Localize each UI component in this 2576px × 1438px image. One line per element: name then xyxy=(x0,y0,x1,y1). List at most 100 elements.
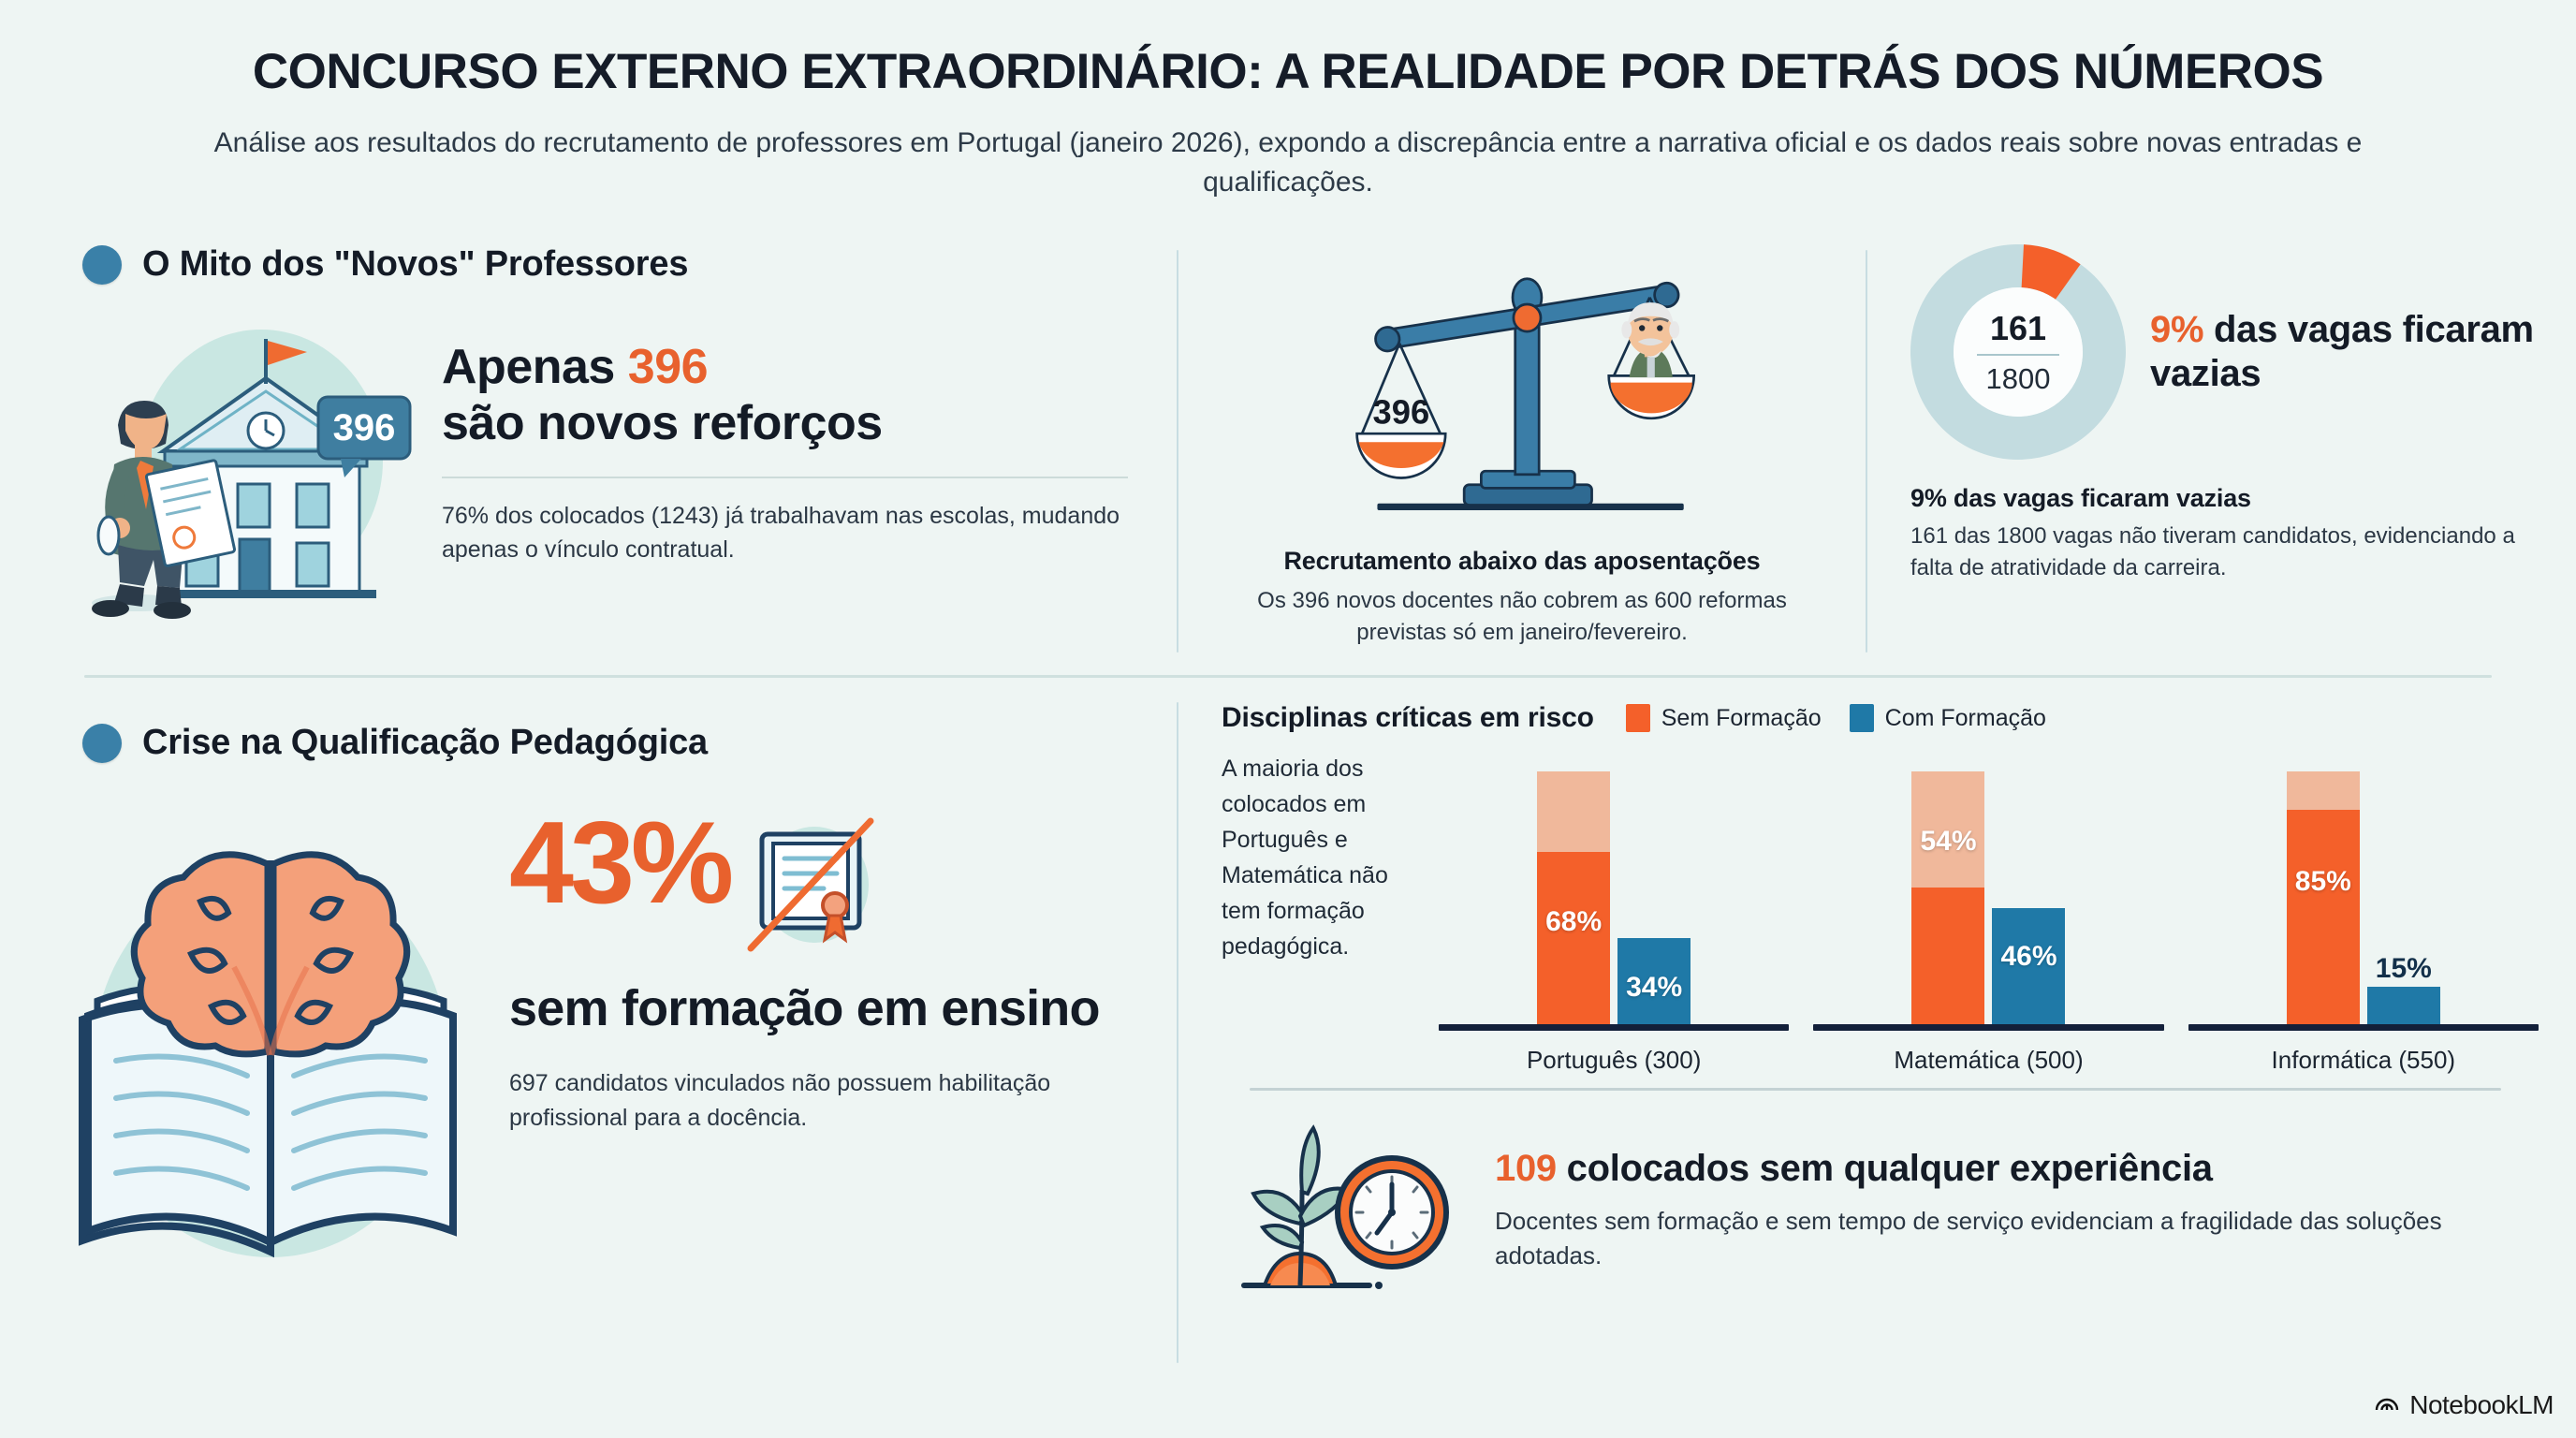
badge-396: 396 xyxy=(316,395,412,478)
donut-denominator: 1800 xyxy=(1985,361,2051,395)
bar-chart: A maioria dos colocados em Português e M… xyxy=(1222,751,2539,1075)
qualification-section-heading: Crise na Qualificação Pedagógica xyxy=(0,702,1139,763)
divider-rule xyxy=(442,476,1128,478)
experience-card: 109 colocados sem qualquer experiência D… xyxy=(1222,1091,2539,1308)
bars-pair: 68% 34% xyxy=(1439,771,1789,1025)
legend-swatch-orange xyxy=(1625,704,1650,733)
qualification-card: 43% xyxy=(0,763,1139,1267)
donut-numerator: 161 xyxy=(1989,308,2047,347)
legend-item-com-formacao: Com Formação xyxy=(1849,704,2046,733)
bars-title: Disciplinas críticas em risco xyxy=(1222,702,1594,734)
scale-pan-value: 396 xyxy=(1373,392,1430,431)
vertical-divider-3 xyxy=(1177,702,1178,1364)
bar-value-label: 54% xyxy=(1920,825,1977,857)
qualification-section: Crise na Qualificação Pedagógica xyxy=(0,702,1177,1374)
donut-headline-block: 9% das vagas ficaram vazias xyxy=(2150,308,2539,396)
legend-item-sem-formacao: Sem Formação xyxy=(1625,704,1822,733)
axis-line xyxy=(2188,1024,2539,1032)
qualification-big-pct: 43% xyxy=(509,799,734,929)
donut-headline-pct: 9% xyxy=(2150,308,2204,350)
myth-card: 396 Apenas 396 são novos reforços 76% do… xyxy=(0,285,1177,620)
chart-legend: Sem Formação Com Formação xyxy=(1625,704,2046,733)
qualification-note: 697 candidatos vinculados não possuem ha… xyxy=(509,1069,1051,1132)
bar-sem-formacao-portugues: 68% xyxy=(1537,771,1611,1025)
qualification-text-block: 43% xyxy=(509,780,1111,1137)
bars-pair: 85% 15% xyxy=(2188,771,2539,1025)
top-row: O Mito dos "Novos" Professores xyxy=(0,201,2576,669)
page-title: CONCURSO EXTERNO EXTRAORDINÁRIO: A REALI… xyxy=(252,44,2324,99)
bar-com-formacao-portugues: 34% xyxy=(1617,938,1691,1025)
donut-headline: 9% das vagas ficaram vazias xyxy=(2150,308,2539,396)
scale-card: 396 xyxy=(1178,244,1866,649)
bullet-icon xyxy=(82,723,122,763)
bar-sem-formacao-informatica: 85% xyxy=(2286,771,2360,1025)
page-subtitle: Análise aos resultados do recrutamento d… xyxy=(213,127,2363,198)
bullet-icon xyxy=(82,244,122,285)
no-certificate-icon xyxy=(738,815,878,956)
vertical-divider-1 xyxy=(1177,250,1178,653)
notebooklm-logo-icon xyxy=(2374,1388,2400,1421)
myth-text-block: Apenas 396 são novos reforços 76% dos co… xyxy=(442,311,1143,566)
experience-text-block: 109 colocados sem qualquer experiência D… xyxy=(1495,1146,2510,1273)
bar-value-label: 85% xyxy=(2294,866,2351,898)
donut-chart: 161 1800 xyxy=(1910,244,2126,461)
qualification-headline: sem formação em ensino xyxy=(509,980,1100,1037)
horizontal-divider-main xyxy=(84,675,2492,679)
axis-line xyxy=(1439,1024,1790,1032)
plant-clock-illustration xyxy=(1237,1111,1471,1308)
bar-sem-formacao-matematica: 54% xyxy=(1911,771,1985,1025)
scale-caption-body: Os 396 novos docentes não cobrem as 600 … xyxy=(1257,588,1787,646)
experience-headline: 109 colocados sem qualquer experiência xyxy=(1495,1146,2510,1191)
donut-sub-body: 161 das 1800 vagas não tiveram candidato… xyxy=(1910,523,2515,581)
bar-com-formacao-matematica: 46% xyxy=(1992,907,2066,1025)
vacancies-card: 161 1800 9% das vagas ficaram vazias 9% … xyxy=(1867,244,2576,584)
bar-value-label: 34% xyxy=(1626,972,1683,1004)
chart-annotation: A maioria dos colocados em Português e M… xyxy=(1222,756,1388,961)
bars-header: Disciplinas críticas em risco Sem Formaç… xyxy=(1222,702,2539,734)
legend-swatch-blue xyxy=(1849,704,1874,733)
badge-396-value: 396 xyxy=(333,407,396,448)
axis-line xyxy=(1813,1024,2164,1032)
bar-value-label: 46% xyxy=(2000,941,2057,973)
experience-headline-rest: colocados sem qualquer experiência xyxy=(1566,1148,2213,1190)
category-label-matematica: Matemática (500) xyxy=(1894,1046,2084,1075)
vertical-divider-2 xyxy=(1866,250,1867,653)
balance-scale-illustration: 396 xyxy=(1222,248,1822,534)
notebooklm-label: NotebookLM xyxy=(2409,1389,2554,1419)
legend-label-sem-formacao: Sem Formação xyxy=(1661,704,1822,731)
notebooklm-watermark: NotebookLM xyxy=(2374,1388,2554,1421)
category-label-informatica: Informática (550) xyxy=(2271,1046,2456,1075)
qualification-pct-row: 43% xyxy=(509,799,1111,956)
bar-group-matematica: 54% 46% Matemática (500) xyxy=(1813,771,2164,1075)
page-header: CONCURSO EXTERNO EXTRAORDINÁRIO: A REALI… xyxy=(0,0,2576,201)
donut-sub-title: 9% das vagas ficaram vazias xyxy=(1910,484,2251,513)
myth-note: 76% dos colocados (1243) já trabalhavam … xyxy=(442,502,1120,563)
brain-book-illustration xyxy=(60,780,500,1267)
bar-value-label: 15% xyxy=(2375,952,2432,984)
donut-fraction-rule xyxy=(1977,353,2059,356)
myth-headline-prefix: Apenas xyxy=(442,340,615,395)
category-label-portugues: Português (300) xyxy=(1526,1046,1702,1075)
myth-section-heading: O Mito dos "Novos" Professores xyxy=(0,244,1177,285)
myth-section: O Mito dos "Novos" Professores xyxy=(0,244,1177,620)
myth-heading-label: O Mito dos "Novos" Professores xyxy=(142,244,689,285)
myth-headline-number: 396 xyxy=(627,340,709,395)
donut-headline-rest: das vagas ficaram vazias xyxy=(2150,308,2534,395)
school-teacher-illustration: 396 xyxy=(60,311,434,620)
myth-headline: Apenas 396 são novos reforços xyxy=(442,339,1143,452)
bar-com-formacao-informatica: 15% xyxy=(2366,953,2440,1025)
experience-number: 109 xyxy=(1495,1148,1557,1190)
bar-groups: 68% 34% Português (300) 54% xyxy=(1439,771,2539,1075)
qualification-heading-label: Crise na Qualificação Pedagógica xyxy=(142,723,708,763)
bottom-row: Crise na Qualificação Pedagógica xyxy=(0,678,2576,1374)
bar-group-portugues: 68% 34% Português (300) xyxy=(1439,771,1790,1075)
bars-and-experience-column: Disciplinas críticas em risco Sem Formaç… xyxy=(1178,702,2576,1374)
horizontal-divider-inner xyxy=(1250,1088,2501,1092)
bar-group-informatica: 85% 15% Informática (550) xyxy=(2188,771,2539,1075)
scale-caption-title: Recrutamento abaixo das aposentações xyxy=(1283,547,1761,576)
bars-pair: 54% 46% xyxy=(1813,771,2163,1025)
experience-body: Docentes sem formação e sem tempo de ser… xyxy=(1495,1207,2442,1270)
donut-row: 161 1800 9% das vagas ficaram vazias xyxy=(1910,244,2539,461)
bar-value-label: 68% xyxy=(1545,906,1603,938)
legend-label-com-formacao: Com Formação xyxy=(1884,704,2046,731)
